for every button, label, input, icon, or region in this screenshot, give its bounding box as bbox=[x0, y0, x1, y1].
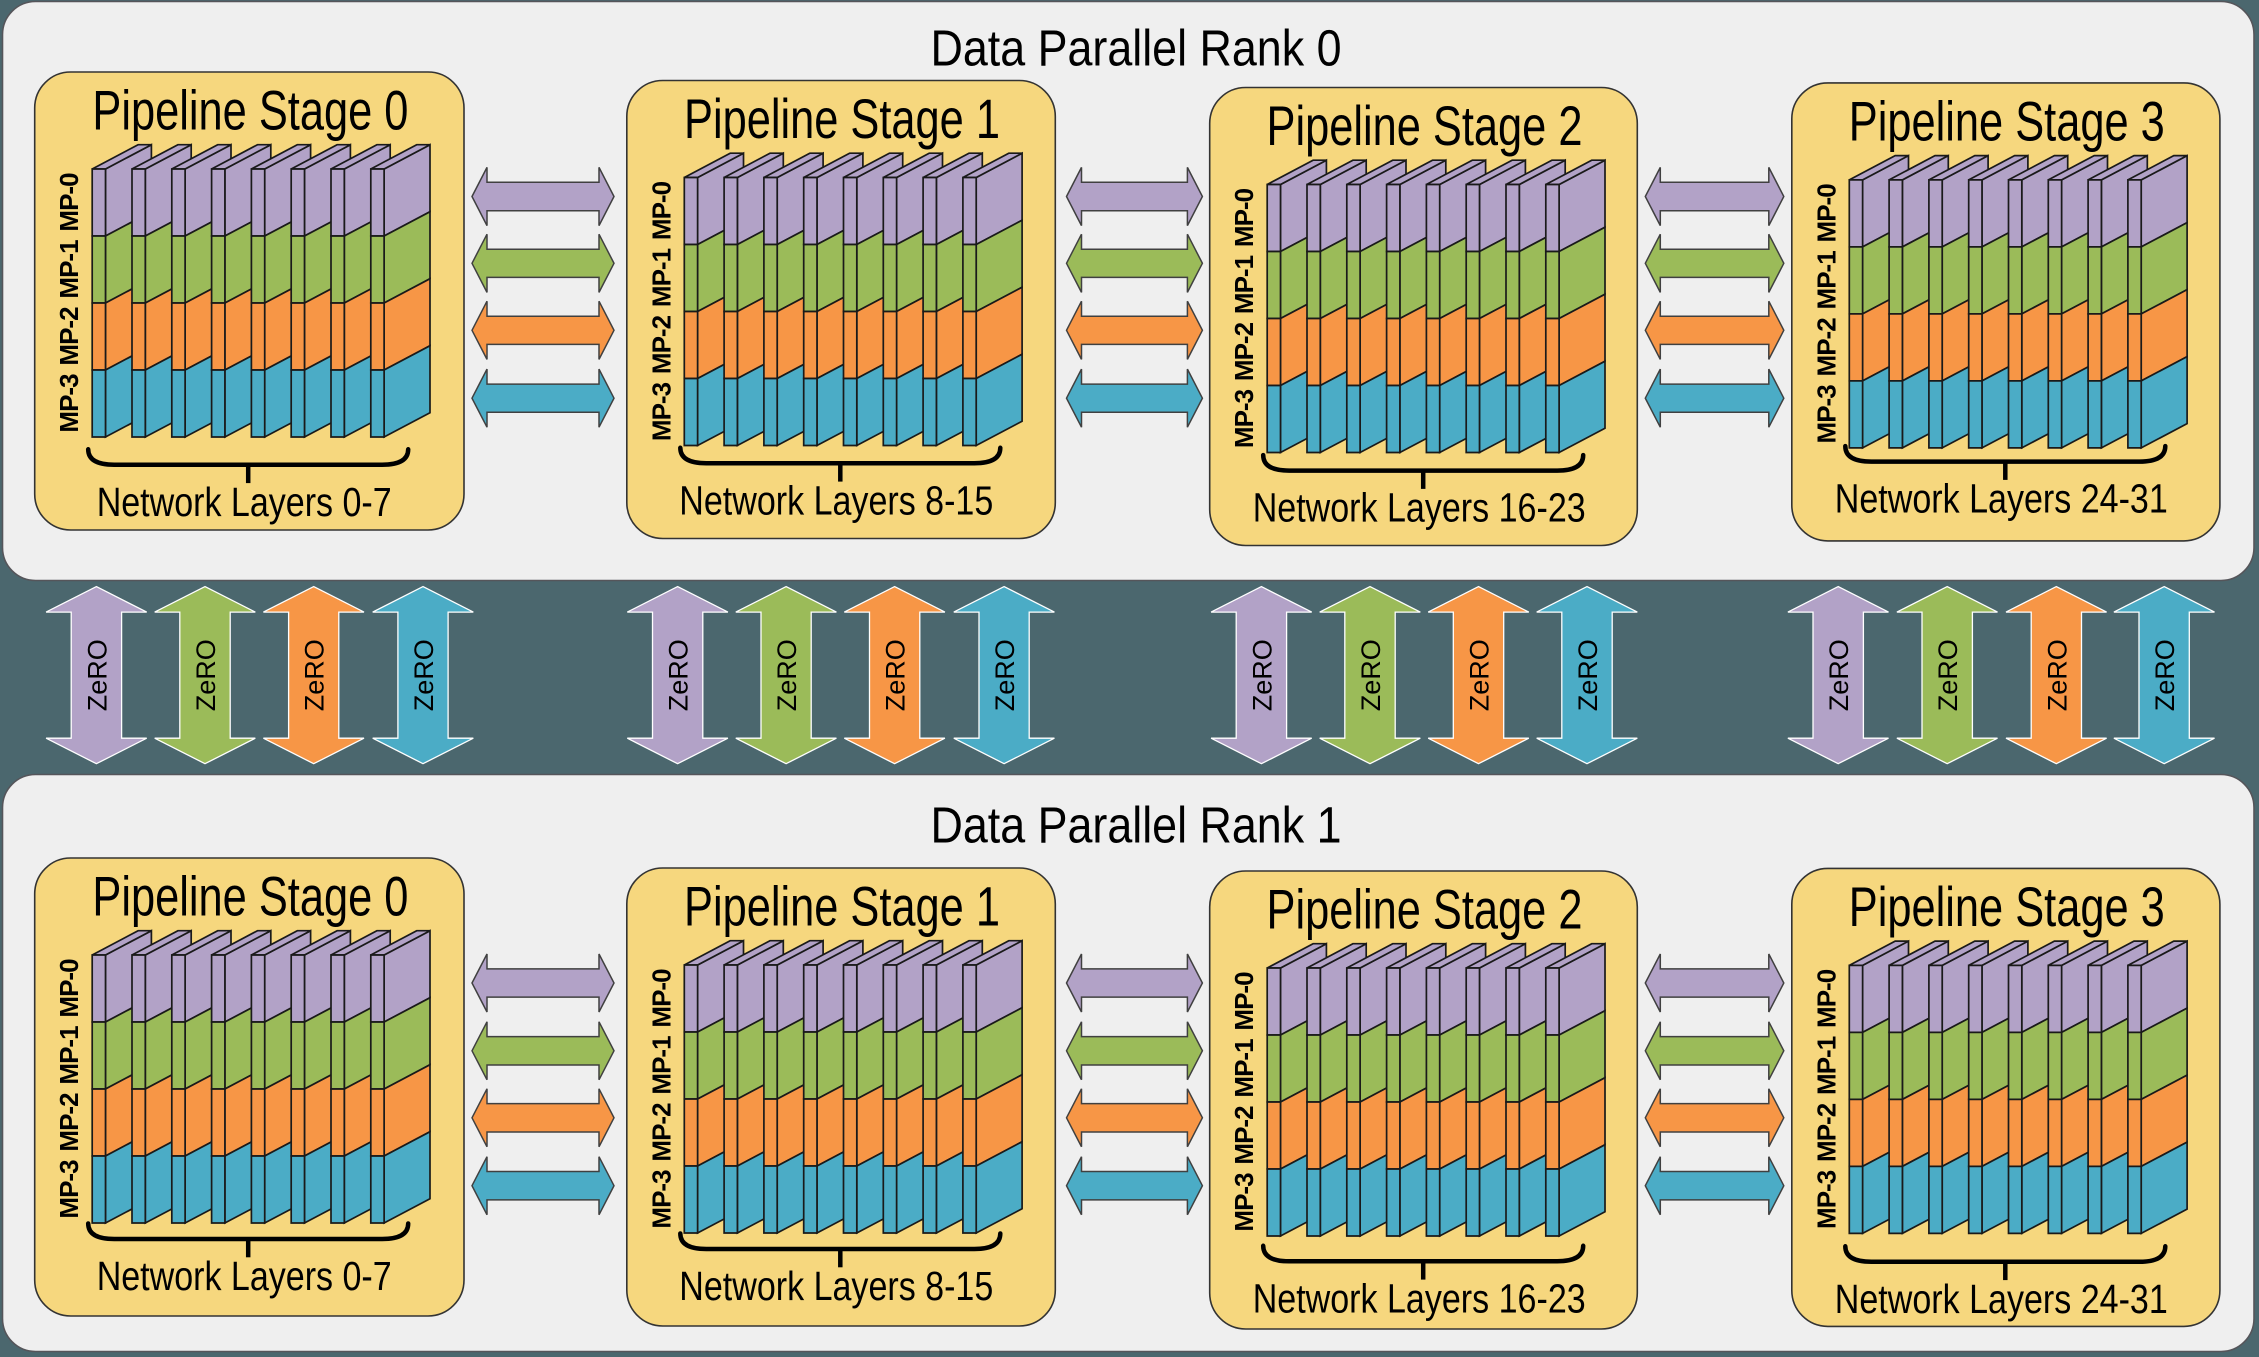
svg-text:MP-0: MP-0 bbox=[54, 959, 84, 1018]
svg-text:ZeRO: ZeRO bbox=[191, 639, 221, 711]
svg-text:Network Layers 24-31: Network Layers 24-31 bbox=[1835, 476, 2168, 522]
svg-text:Network Layers 0-7: Network Layers 0-7 bbox=[97, 1253, 392, 1299]
svg-text:ZeRO: ZeRO bbox=[1356, 639, 1386, 711]
svg-text:MP-2: MP-2 bbox=[1229, 1106, 1259, 1165]
svg-text:Network Layers 24-31: Network Layers 24-31 bbox=[1835, 1276, 2168, 1322]
svg-text:MP-2: MP-2 bbox=[54, 307, 84, 366]
svg-text:MP-1: MP-1 bbox=[54, 1026, 84, 1085]
svg-text:ZeRO: ZeRO bbox=[1824, 639, 1854, 711]
svg-text:ZeRO: ZeRO bbox=[664, 639, 694, 711]
svg-text:MP-2: MP-2 bbox=[1811, 318, 1841, 377]
svg-text:Network Layers 16-23: Network Layers 16-23 bbox=[1253, 1275, 1586, 1321]
svg-text:MP-1: MP-1 bbox=[646, 248, 676, 307]
svg-text:MP-0: MP-0 bbox=[646, 969, 676, 1028]
svg-text:Pipeline Stage 1: Pipeline Stage 1 bbox=[684, 875, 1000, 938]
svg-text:MP-0: MP-0 bbox=[1811, 184, 1841, 243]
svg-text:MP-3: MP-3 bbox=[1229, 389, 1259, 448]
svg-text:MP-3: MP-3 bbox=[54, 374, 84, 433]
svg-text:MP-1: MP-1 bbox=[646, 1036, 676, 1095]
svg-text:MP-0: MP-0 bbox=[1229, 188, 1259, 247]
svg-text:MP-3: MP-3 bbox=[54, 1160, 84, 1219]
svg-text:MP-2: MP-2 bbox=[1229, 322, 1259, 381]
svg-text:ZeRO: ZeRO bbox=[1465, 639, 1495, 711]
svg-text:MP-3: MP-3 bbox=[646, 1170, 676, 1229]
svg-text:ZeRO: ZeRO bbox=[990, 639, 1020, 711]
svg-text:Pipeline Stage 2: Pipeline Stage 2 bbox=[1267, 94, 1583, 157]
svg-text:MP-2: MP-2 bbox=[646, 1103, 676, 1162]
svg-text:Network Layers 0-7: Network Layers 0-7 bbox=[97, 479, 392, 525]
svg-text:Pipeline Stage 0: Pipeline Stage 0 bbox=[92, 79, 408, 142]
svg-text:ZeRO: ZeRO bbox=[772, 639, 802, 711]
svg-text:MP-2: MP-2 bbox=[1811, 1103, 1841, 1162]
svg-text:MP-3: MP-3 bbox=[1811, 1170, 1841, 1229]
svg-text:MP-1: MP-1 bbox=[1229, 255, 1259, 314]
svg-text:Data Parallel Rank 0: Data Parallel Rank 0 bbox=[931, 20, 1342, 77]
svg-text:ZeRO: ZeRO bbox=[2150, 639, 2180, 711]
svg-text:MP-2: MP-2 bbox=[646, 315, 676, 374]
svg-text:MP-1: MP-1 bbox=[54, 240, 84, 299]
svg-text:ZeRO: ZeRO bbox=[2042, 639, 2072, 711]
svg-text:ZeRO: ZeRO bbox=[82, 639, 112, 711]
svg-text:MP-2: MP-2 bbox=[54, 1093, 84, 1152]
svg-text:MP-3: MP-3 bbox=[1811, 385, 1841, 444]
svg-text:Network Layers 8-15: Network Layers 8-15 bbox=[679, 477, 993, 523]
svg-text:ZeRO: ZeRO bbox=[300, 639, 330, 711]
svg-text:MP-0: MP-0 bbox=[1229, 972, 1259, 1031]
svg-text:ZeRO: ZeRO bbox=[1247, 639, 1277, 711]
svg-text:Network Layers 16-23: Network Layers 16-23 bbox=[1253, 485, 1586, 531]
svg-text:MP-1: MP-1 bbox=[1811, 251, 1841, 310]
svg-text:Data Parallel Rank 1: Data Parallel Rank 1 bbox=[931, 796, 1342, 853]
svg-text:MP-3: MP-3 bbox=[646, 382, 676, 441]
svg-text:Pipeline Stage 1: Pipeline Stage 1 bbox=[684, 87, 1000, 150]
svg-text:MP-1: MP-1 bbox=[1229, 1039, 1259, 1098]
svg-text:ZeRO: ZeRO bbox=[1573, 639, 1603, 711]
svg-text:MP-0: MP-0 bbox=[54, 173, 84, 232]
svg-text:ZeRO: ZeRO bbox=[881, 639, 911, 711]
svg-text:Pipeline Stage 3: Pipeline Stage 3 bbox=[1849, 89, 2165, 152]
svg-text:MP-0: MP-0 bbox=[646, 181, 676, 240]
svg-text:MP-1: MP-1 bbox=[1811, 1036, 1841, 1095]
svg-text:ZeRO: ZeRO bbox=[1933, 639, 1963, 711]
svg-text:Pipeline Stage 3: Pipeline Stage 3 bbox=[1849, 875, 2165, 938]
svg-text:Network Layers 8-15: Network Layers 8-15 bbox=[679, 1263, 993, 1309]
svg-text:ZeRO: ZeRO bbox=[409, 639, 439, 711]
svg-text:Pipeline Stage 0: Pipeline Stage 0 bbox=[92, 865, 408, 928]
svg-text:MP-0: MP-0 bbox=[1811, 969, 1841, 1028]
svg-text:MP-3: MP-3 bbox=[1229, 1173, 1259, 1232]
svg-text:Pipeline Stage 2: Pipeline Stage 2 bbox=[1267, 878, 1583, 941]
